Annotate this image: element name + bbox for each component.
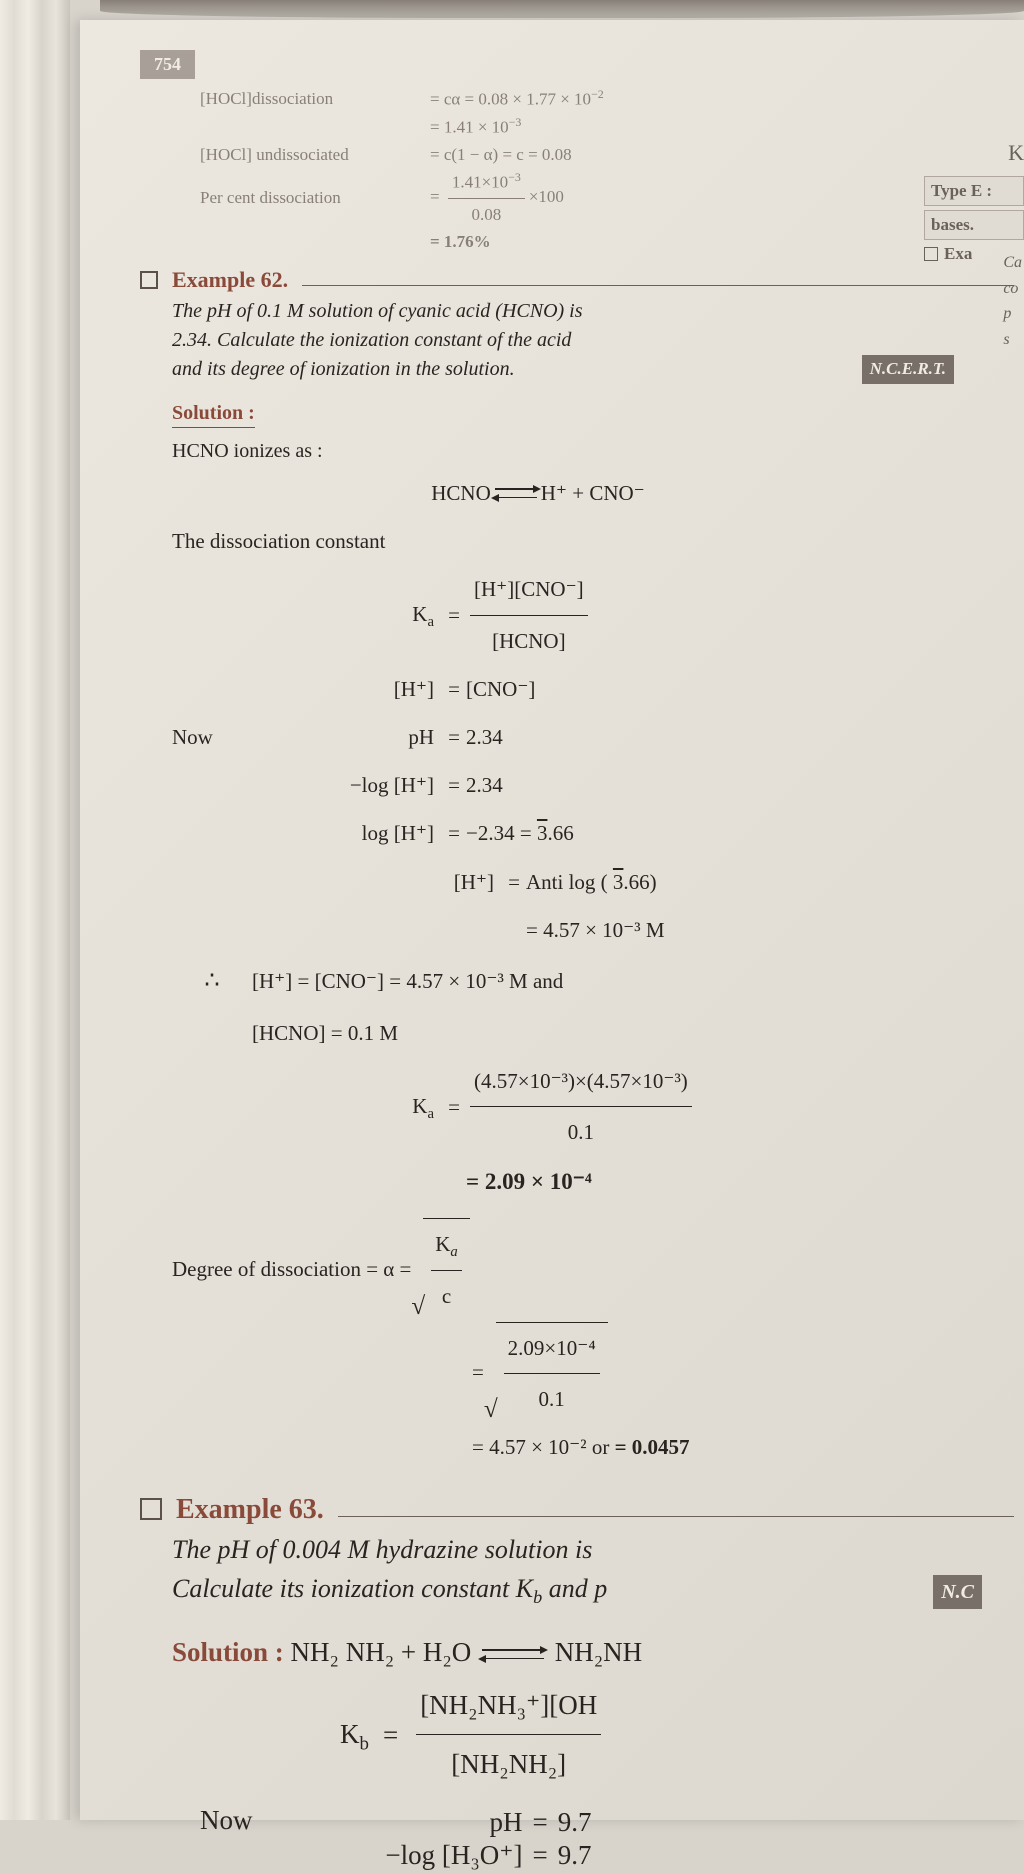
kb-label: Kb xyxy=(340,1707,369,1763)
ph-label-63: pH xyxy=(353,1807,523,1838)
side-column: Ca co p s xyxy=(1003,250,1022,352)
ka-label-2: Ka xyxy=(302,1083,442,1131)
ph-value: 2.34 xyxy=(466,714,1024,760)
ionizes-text: HCNO ionizes as : xyxy=(172,434,1024,468)
percent-diss-eq: = 1.41×10−30.08×100 xyxy=(430,168,564,228)
side-co: co xyxy=(1003,276,1022,302)
equilibrium-arrows-icon xyxy=(478,1645,548,1663)
ph-val-63: 9.7 xyxy=(558,1807,592,1838)
exa-label: Exa xyxy=(944,244,972,264)
now-block: Now pH = 9.7 −log [H₃O⁺] = 9.7 xyxy=(200,1805,1024,1873)
heading-rule xyxy=(338,1516,1014,1517)
equilibrium-arrows-icon xyxy=(491,484,541,502)
hocl-undiss-eq: = c(1 − α) = c = 0.08 xyxy=(430,141,572,168)
hydrazine-eq-left: NH₂ NH₂ + H₂O xyxy=(291,1637,472,1667)
ka-frac: [H⁺][CNO⁻][HCNO] xyxy=(466,566,1024,663)
ph-label: pH xyxy=(302,714,442,760)
percent-diss-label: Per cent dissociation xyxy=(200,184,430,211)
solution-body: HCNO H⁺ + CNO⁻ The dissociation constant… xyxy=(172,470,1024,1470)
now-label: Now xyxy=(172,714,302,760)
eq-hcno: HCNO xyxy=(431,470,491,516)
problem-l3: and its degree of ionization in the solu… xyxy=(172,355,984,384)
side-s: s xyxy=(1003,327,1022,353)
bases-box: bases. xyxy=(924,210,1024,240)
example-63-heading: Example 63. xyxy=(176,1494,324,1526)
kb-frac: [NH₂NH₃⁺][OH [NH₂NH₂] xyxy=(416,1678,601,1791)
now-label: Now xyxy=(200,1805,253,1836)
degree-label: Degree of dissociation = α = xyxy=(172,1246,411,1292)
hcno-conc: [HCNO] = 0.1 M xyxy=(252,1010,398,1056)
percent-diss-result: = 1.76% xyxy=(430,228,491,255)
diss-const-text: The dissociation constant xyxy=(172,518,1024,564)
example-62-header: Example 62. xyxy=(140,267,1024,293)
solution-63: Solution : NH₂ NH₂ + H₂O NH₂NH xyxy=(172,1628,1024,1677)
hocl-undiss-label: [HOCl] undissociated xyxy=(200,141,430,168)
log-h: log [H⁺] xyxy=(302,810,442,856)
antilog-val: Anti log ( 3.66) xyxy=(526,859,1024,905)
hocl-diss-label: [HOCl]dissociation xyxy=(200,85,430,112)
problem63-l1: The pH of 0.004 M hydrazine solution is xyxy=(172,1530,984,1569)
solution-heading: Solution : xyxy=(172,402,255,428)
neglog-h3o: −log [H₃O⁺] xyxy=(353,1840,523,1871)
side-p: p xyxy=(1003,301,1022,327)
hydrazine-eq-right: NH₂NH xyxy=(555,1637,642,1667)
example-62-problem: The pH of 0.1 M solution of cyanic acid … xyxy=(172,297,984,384)
checkbox-icon xyxy=(140,271,158,289)
hocl-diss-eq: = cα = 0.08 × 1.77 × 10−2 xyxy=(430,85,604,113)
ncert-tag: N.C.E.R.T. xyxy=(862,355,954,384)
therefore-symbol: ∴ xyxy=(172,955,252,1008)
h-label: [H⁺] xyxy=(362,859,502,905)
page-number: 754 xyxy=(140,50,195,79)
eq-products: H⁺ + CNO⁻ xyxy=(541,470,645,516)
textbook-page: 754 [HOCl]dissociation = cα = 0.08 × 1.7… xyxy=(80,20,1024,1820)
h-eq-cno: [CNO⁻] xyxy=(466,666,1024,712)
h-value: = 4.57 × 10⁻³ M xyxy=(526,907,1024,953)
book-spine xyxy=(0,0,70,1820)
problem-l2: 2.34. Calculate the ionization constant … xyxy=(172,326,984,355)
example-63-problem: The pH of 0.004 M hydrazine solution is … xyxy=(172,1530,984,1611)
side-ca: Ca xyxy=(1003,250,1022,276)
ka-label: Ka xyxy=(302,591,442,639)
neg-log-h: −log [H⁺] xyxy=(302,762,442,808)
sqrt-ka-c: √ Kac xyxy=(411,1218,469,1320)
degree-result: = 4.57 × 10⁻² or = 0.0457 xyxy=(472,1424,690,1470)
example-63-header: Example 63. xyxy=(140,1494,1024,1526)
ka-calc: (4.57×10⁻³)×(4.57×10⁻³)0.1 xyxy=(466,1058,1024,1155)
ka-result: = 2.09 × 10⁻⁴ xyxy=(466,1157,1024,1208)
type-e-box: Type E : xyxy=(924,176,1024,206)
heading-rule xyxy=(302,285,1014,286)
problem63-l2: Calculate its ionization constant Kb and… xyxy=(172,1569,984,1611)
k-label: K xyxy=(924,140,1024,166)
intro-calculation: [HOCl]dissociation = cα = 0.08 × 1.77 × … xyxy=(200,85,1024,255)
page-top-edge xyxy=(100,0,1024,18)
hocl-diss-val: = 1.41 × 10−3 xyxy=(430,113,521,141)
neg-log-val: 2.34 xyxy=(466,762,1024,808)
problem-l1: The pH of 0.1 M solution of cyanic acid … xyxy=(172,297,984,326)
kb-expression: Kb = [NH₂NH₃⁺][OH [NH₂NH₂] xyxy=(340,1678,1024,1791)
sqrt-numeric: √ 2.09×10⁻⁴0.1 xyxy=(484,1322,608,1422)
checkbox-icon xyxy=(140,1498,162,1520)
neglog-val-63: 9.7 xyxy=(558,1840,592,1871)
example-62-heading: Example 62. xyxy=(172,267,288,293)
log-h-val: −2.34 = 3.66 xyxy=(466,810,1024,856)
checkbox-icon xyxy=(924,247,938,261)
nc-tag: N.C xyxy=(933,1575,982,1609)
solution-label: Solution : xyxy=(172,1637,291,1667)
h-cno-equal: [H⁺] = [CNO⁻] = 4.57 × 10⁻³ M and xyxy=(252,958,1024,1004)
sidebar-box: K Type E : bases. Exa xyxy=(924,140,1024,264)
